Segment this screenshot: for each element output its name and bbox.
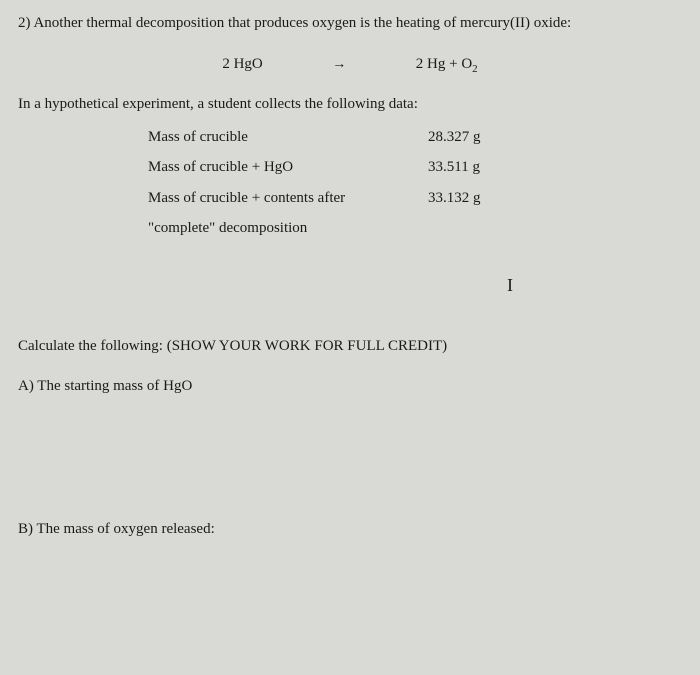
- data-table: Mass of crucible 28.327 g Mass of crucib…: [148, 126, 682, 240]
- data-row: Mass of crucible 28.327 g: [148, 126, 682, 149]
- data-row: Mass of crucible + HgO 33.511 g: [148, 156, 682, 179]
- equation-product-hg: 2 Hg: [416, 56, 446, 72]
- data-intro: In a hypothetical experiment, a student …: [18, 93, 682, 116]
- arrow-icon: →: [332, 54, 346, 75]
- equation-reactant: 2 HgO: [222, 56, 262, 72]
- part-a: A) The starting mass of HgO: [18, 375, 682, 398]
- data-row: "complete" decomposition: [148, 217, 682, 240]
- part-b: B) The mass of oxygen released:: [18, 518, 682, 541]
- data-value: [428, 217, 508, 240]
- question-number: 2): [18, 15, 31, 31]
- chemical-equation: 2 HgO → 2 Hg + O2: [18, 53, 682, 78]
- data-value: 33.132 g: [428, 187, 508, 210]
- question-intro-text: Another thermal decomposition that produ…: [33, 15, 571, 31]
- data-value: 33.511 g: [428, 156, 508, 179]
- text-cursor-icon: I: [338, 272, 682, 299]
- data-label: Mass of crucible + HgO: [148, 156, 428, 179]
- calculate-heading: Calculate the following: (SHOW YOUR WORK…: [18, 335, 682, 358]
- data-row: Mass of crucible + contents after 33.132…: [148, 187, 682, 210]
- equation-product-o2: O2: [461, 56, 477, 72]
- data-label: "complete" decomposition: [148, 217, 428, 240]
- question-intro: 2) Another thermal decomposition that pr…: [18, 12, 682, 35]
- data-value: 28.327 g: [428, 126, 508, 149]
- equation-plus: +: [449, 56, 461, 72]
- data-label: Mass of crucible: [148, 126, 428, 149]
- data-label: Mass of crucible + contents after: [148, 187, 428, 210]
